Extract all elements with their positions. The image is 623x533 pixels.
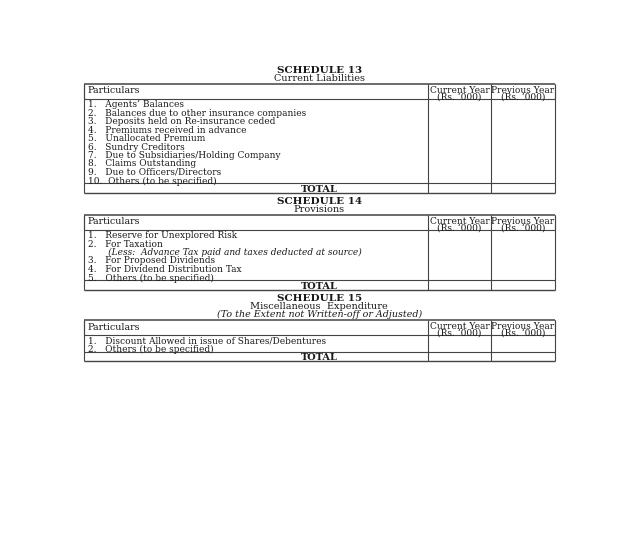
Text: Miscellaneous  Expenditure: Miscellaneous Expenditure: [250, 302, 388, 311]
Text: Particulars: Particulars: [88, 322, 140, 332]
Text: (Rs. ‘000): (Rs. ‘000): [500, 92, 545, 101]
Text: (Rs. ‘000): (Rs. ‘000): [437, 223, 482, 232]
Text: TOTAL: TOTAL: [301, 353, 338, 362]
Text: (Rs. ‘000): (Rs. ‘000): [500, 223, 545, 232]
Text: TOTAL: TOTAL: [301, 185, 338, 194]
Text: (To the Extent not Written-off or Adjusted): (To the Extent not Written-off or Adjust…: [217, 310, 422, 319]
Text: Particulars: Particulars: [88, 86, 140, 95]
Text: 6.   Sundry Creditors: 6. Sundry Creditors: [88, 142, 184, 151]
Text: SCHEDULE 15: SCHEDULE 15: [277, 294, 362, 303]
Text: Current Liabilities: Current Liabilities: [273, 74, 365, 83]
Text: 5.   Unallocated Premium: 5. Unallocated Premium: [88, 134, 206, 143]
Text: 3.   For Proposed Dividends: 3. For Proposed Dividends: [88, 256, 215, 265]
Text: (Rs. ‘000): (Rs. ‘000): [437, 329, 482, 338]
Text: 1.   Agents’ Balances: 1. Agents’ Balances: [88, 100, 184, 109]
Text: 10.  Others (to be specified): 10. Others (to be specified): [88, 176, 217, 185]
Text: 2.   Balances due to other insurance companies: 2. Balances due to other insurance compa…: [88, 109, 306, 118]
Text: Current Year: Current Year: [430, 86, 490, 95]
Text: 9.   Due to Officers/Directors: 9. Due to Officers/Directors: [88, 168, 221, 177]
Text: Current Year: Current Year: [430, 217, 490, 226]
Text: 5.   Others (to be specified): 5. Others (to be specified): [88, 273, 214, 282]
Text: 2.   Others (to be specified): 2. Others (to be specified): [88, 345, 214, 354]
Text: 1.   Reserve for Unexplored Risk: 1. Reserve for Unexplored Risk: [88, 231, 237, 240]
Text: SCHEDULE 13: SCHEDULE 13: [277, 66, 362, 75]
Text: Provisions: Provisions: [293, 205, 345, 214]
Text: 8.   Claims Outstanding: 8. Claims Outstanding: [88, 159, 196, 168]
Text: Previous Year: Previous Year: [491, 322, 554, 332]
Text: SCHEDULE 14: SCHEDULE 14: [277, 197, 362, 206]
Text: 1.   Discount Allowed in issue of Shares/Debentures: 1. Discount Allowed in issue of Shares/D…: [88, 336, 326, 345]
Text: Previous Year: Previous Year: [491, 86, 554, 95]
Text: Previous Year: Previous Year: [491, 217, 554, 226]
Text: Particulars: Particulars: [88, 217, 140, 226]
Text: (Less:  Advance Tax paid and taxes deducted at source): (Less: Advance Tax paid and taxes deduct…: [88, 248, 362, 257]
Text: 3.   Deposits held on Re-insurance ceded: 3. Deposits held on Re-insurance ceded: [88, 117, 275, 126]
Text: (Rs. ‘000): (Rs. ‘000): [437, 92, 482, 101]
Text: TOTAL: TOTAL: [301, 282, 338, 291]
Text: 7.   Due to Subsidiaries/Holding Company: 7. Due to Subsidiaries/Holding Company: [88, 151, 280, 160]
Text: 4.   For Dividend Distribution Tax: 4. For Dividend Distribution Tax: [88, 265, 242, 274]
Text: Current Year: Current Year: [430, 322, 490, 332]
Text: (Rs. ‘000): (Rs. ‘000): [500, 329, 545, 338]
Text: 4.   Premiums received in advance: 4. Premiums received in advance: [88, 126, 247, 134]
Text: 2.   For Taxation: 2. For Taxation: [88, 239, 163, 248]
